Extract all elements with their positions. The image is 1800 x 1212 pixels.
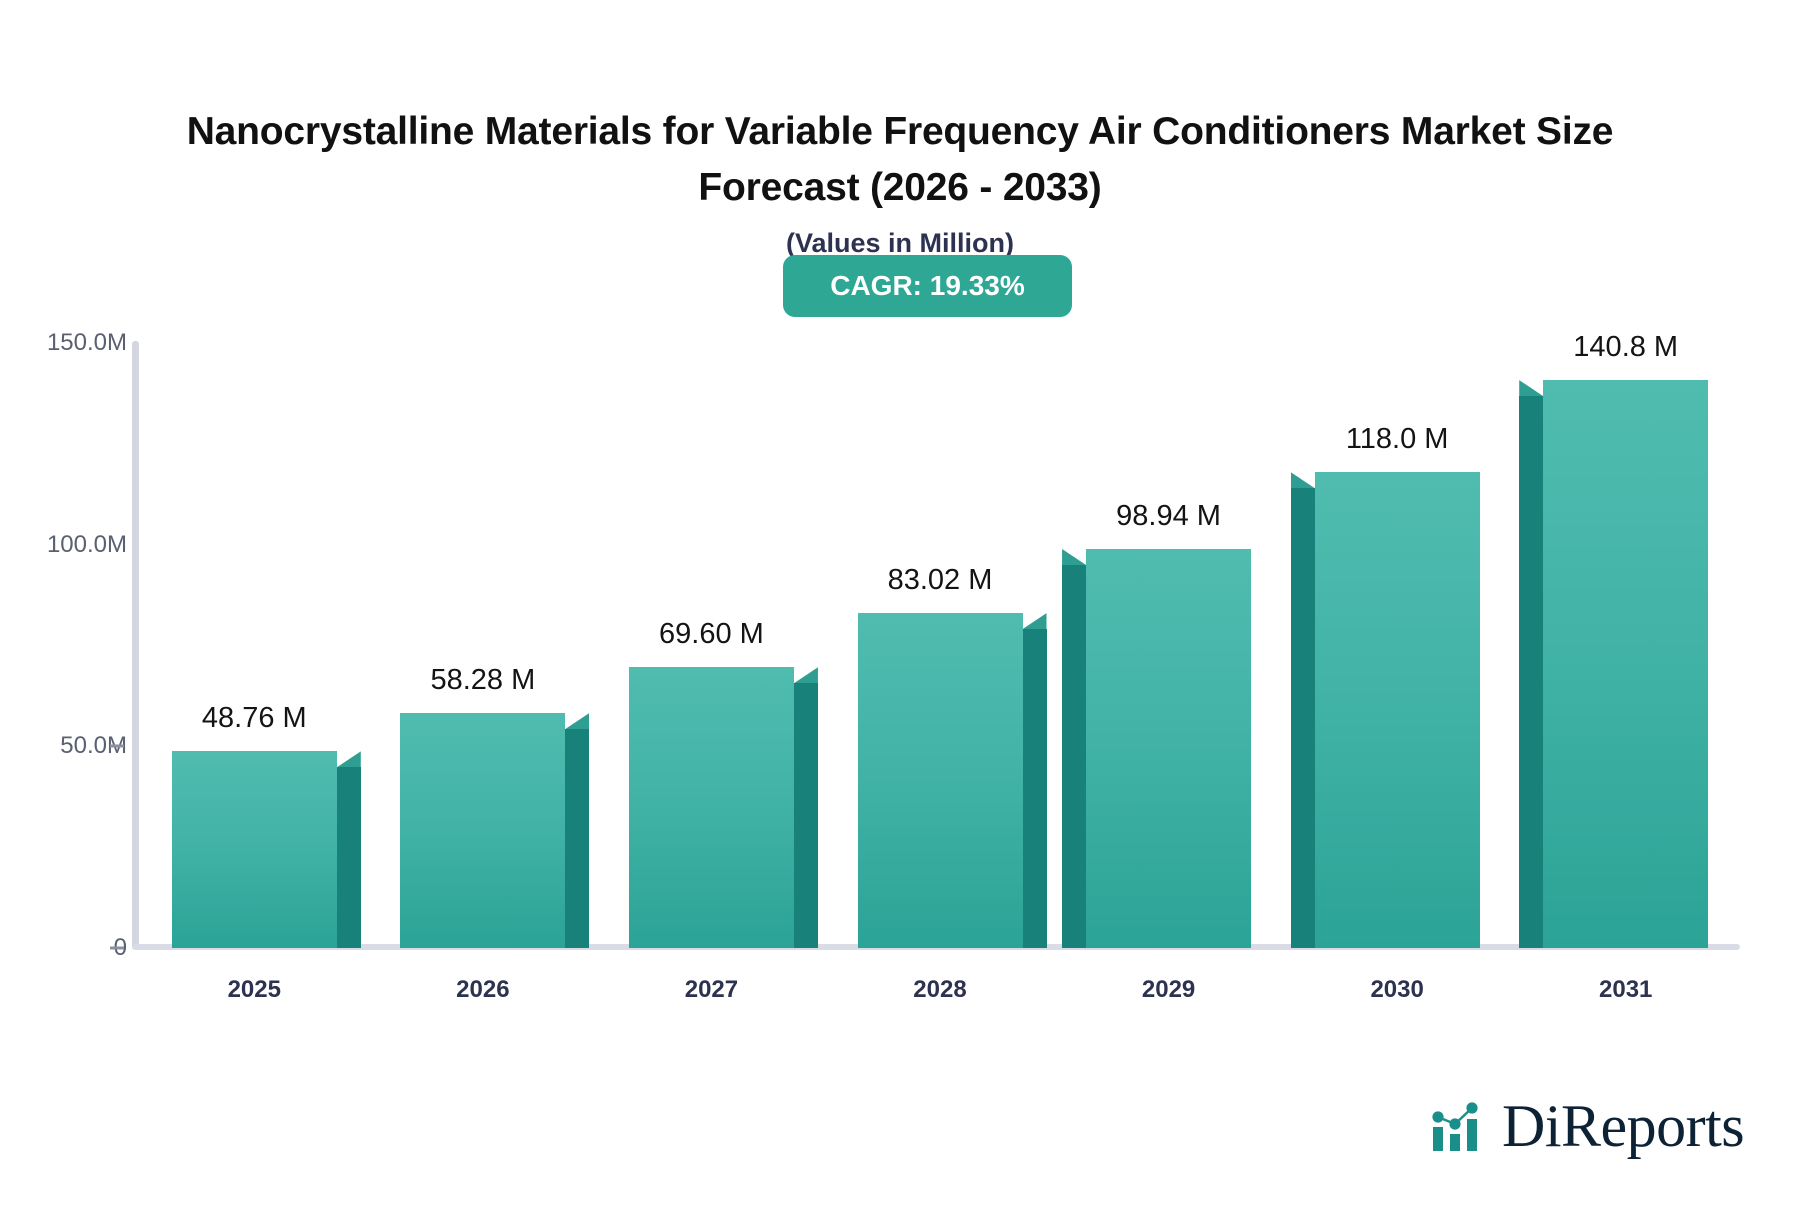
y-tick-label: 100.0M: [46, 530, 127, 558]
bar-side-face: [1290, 488, 1315, 948]
bar-value-label: 83.02 M: [887, 564, 993, 597]
bar: 48.76 M: [171, 702, 361, 948]
bar: 140.8 M: [1519, 331, 1709, 948]
direports-logo: DiReports: [1430, 1093, 1745, 1159]
bar-value-label: 140.8 M: [1573, 331, 1679, 364]
bar: 69.60 M: [628, 618, 818, 948]
x-tick-label: 2029: [1141, 976, 1196, 1003]
bar-front-face: [857, 613, 1023, 948]
chart-title: Nanocrystalline Materials for Variable F…: [186, 110, 1614, 209]
bar-side-face: [1022, 629, 1047, 948]
chart-header: Nanocrystalline Materials for Variable F…: [0, 104, 1800, 259]
x-tick-label: 2027: [684, 976, 739, 1003]
bar-side-face: [565, 728, 590, 948]
plot-area: 48.76 M 58.28 M 69.60 M 83.02 M 98.94 M 118.0…: [140, 331, 1740, 948]
bar-top-bevel: [1290, 472, 1315, 489]
bar-top-bevel: [1062, 548, 1087, 565]
bar-front-face: [400, 712, 566, 948]
bar: 83.02 M: [857, 564, 1047, 948]
bar: 118.0 M: [1290, 423, 1480, 948]
bar-top-bevel: [1519, 380, 1544, 397]
bar-front-face: [1314, 472, 1480, 948]
bar-value-label: 69.60 M: [659, 618, 764, 651]
logo-wordmark: DiReports: [1502, 1093, 1745, 1159]
bar-value-label: 118.0 M: [1345, 423, 1449, 456]
y-axis-line: [132, 341, 139, 949]
bar-side-face: [336, 767, 361, 948]
bar-side-face: [793, 683, 818, 948]
bar-top-bevel: [1022, 613, 1047, 630]
x-tick-label: 2031: [1599, 976, 1653, 1003]
y-tick-mark: [110, 946, 124, 950]
chart-subtitle: (Values in Million): [785, 228, 1015, 258]
bar-value-label: 58.28 M: [430, 663, 536, 696]
x-tick-label: 2030: [1370, 976, 1424, 1003]
bar-chart-icon: [1432, 1102, 1478, 1151]
x-tick-label: 2026: [456, 976, 510, 1003]
bar-front-face: [171, 751, 337, 948]
bar-top-bevel: [793, 667, 818, 684]
bar-top-bevel: [336, 751, 361, 768]
bar-front-face: [1543, 380, 1709, 948]
bar-front-face: [628, 667, 794, 948]
x-tick-label: 2028: [913, 976, 967, 1003]
x-tick-label: 2025: [227, 976, 281, 1003]
bar-top-bevel: [565, 712, 590, 729]
bar-side-face: [1062, 564, 1087, 948]
cagr-badge: CAGR: 19.33%: [783, 255, 1072, 317]
bar: 98.94 M: [1062, 500, 1252, 948]
bar-front-face: [1086, 548, 1252, 948]
y-tick-mark: [110, 744, 124, 748]
bar-side-face: [1519, 396, 1544, 948]
bar: 58.28 M: [400, 664, 590, 948]
bar-value-label: 98.94 M: [1116, 499, 1221, 532]
bar-value-label: 48.76 M: [201, 702, 307, 735]
y-tick-label: 150.0M: [46, 329, 127, 356]
